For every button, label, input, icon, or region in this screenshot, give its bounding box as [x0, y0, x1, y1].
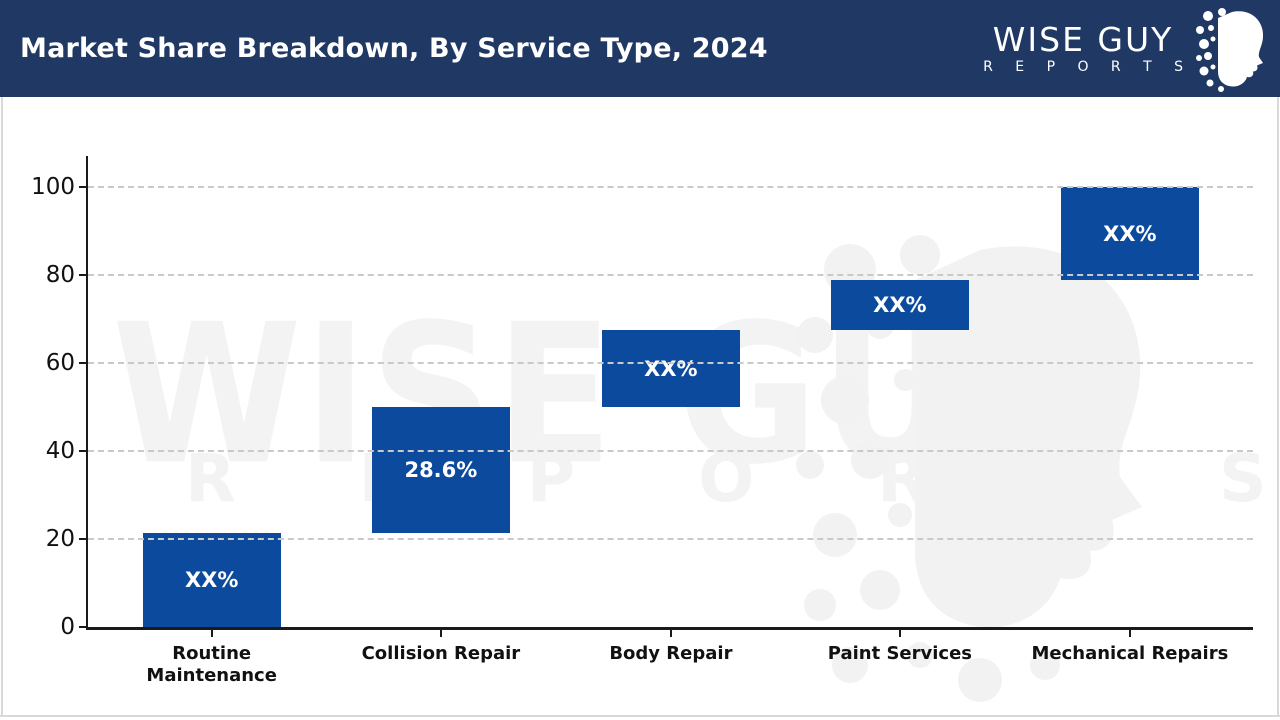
bar-value-label-routine-maintenance: XX%	[184, 567, 239, 592]
y-tick-mark-100	[79, 186, 88, 188]
bar-value-label-collision-repair: 28.6%	[404, 457, 478, 482]
page-border-bottom	[0, 715, 1280, 717]
x-axis-line	[86, 627, 1253, 630]
y-tick-mark-60	[79, 362, 88, 364]
y-tick-label-40: 40	[45, 438, 75, 464]
y-tick-label-100: 100	[31, 174, 75, 200]
gridline-40	[88, 450, 1253, 452]
category-label-paint-services: Paint Services	[827, 643, 973, 664]
bar-routine-maintenance: XX%	[142, 532, 281, 627]
x-tick-mark-body-repair	[669, 630, 672, 637]
bar-collision-repair: 28.6%	[371, 407, 510, 533]
page-border-right	[1277, 97, 1279, 717]
x-tick-mark-routine-maintenance	[210, 630, 213, 637]
wiseguy-logo-head-icon	[1196, 7, 1264, 92]
y-tick-mark-40	[79, 450, 88, 452]
y-tick-label-20: 20	[45, 526, 75, 552]
x-tick-mark-paint-services	[898, 630, 901, 637]
bar-mechanical-repairs: XX%	[1060, 187, 1199, 281]
logo-reports-label: R E P O R T S	[983, 58, 1192, 75]
category-label-collision-repair: Collision Repair	[361, 643, 521, 664]
bar-value-label-mechanical-repairs: XX%	[1103, 221, 1157, 246]
y-tick-label-0: 0	[60, 614, 75, 640]
y-tick-label-80: 80	[45, 262, 75, 288]
y-tick-mark-20	[79, 538, 88, 540]
wiseguy-logo-text: WISE GUY R E P O R T S	[974, 23, 1192, 75]
page-title: Market Share Breakdown, By Service Type,…	[20, 33, 768, 64]
y-tick-mark-80	[79, 274, 88, 276]
header-bar: Market Share Breakdown, By Service Type,…	[0, 0, 1280, 97]
x-tick-mark-mechanical-repairs	[1128, 630, 1131, 637]
category-label-mechanical-repairs: Mechanical Repairs	[1031, 643, 1229, 664]
y-axis-line	[86, 156, 88, 629]
gridline-80	[88, 274, 1253, 276]
wiseguy-logo: WISE GUY R E P O R T S	[974, 6, 1280, 92]
bar-value-label-paint-services: XX%	[873, 293, 927, 318]
category-label-body-repair: Body Repair	[609, 643, 733, 664]
gridline-20	[88, 538, 1253, 540]
waterfall-chart: XX% 28.6% XX% XX% XX% 0 20 40 60 80 100 Routine Main…	[0, 97, 1280, 717]
gridline-60	[88, 362, 1253, 364]
logo-wiseguy-label: WISE GUY	[992, 19, 1174, 59]
bar-paint-services: XX%	[830, 280, 969, 331]
y-tick-mark-0	[79, 626, 88, 628]
gridline-100	[88, 186, 1253, 188]
bar-body-repair: XX%	[601, 330, 740, 407]
x-tick-mark-collision-repair	[439, 630, 442, 637]
y-tick-label-60: 60	[45, 350, 75, 376]
page-border-left	[1, 97, 3, 717]
category-label-routine-maintenance: Routine Maintenance	[146, 643, 277, 686]
bar-value-label-body-repair: XX%	[644, 356, 698, 381]
